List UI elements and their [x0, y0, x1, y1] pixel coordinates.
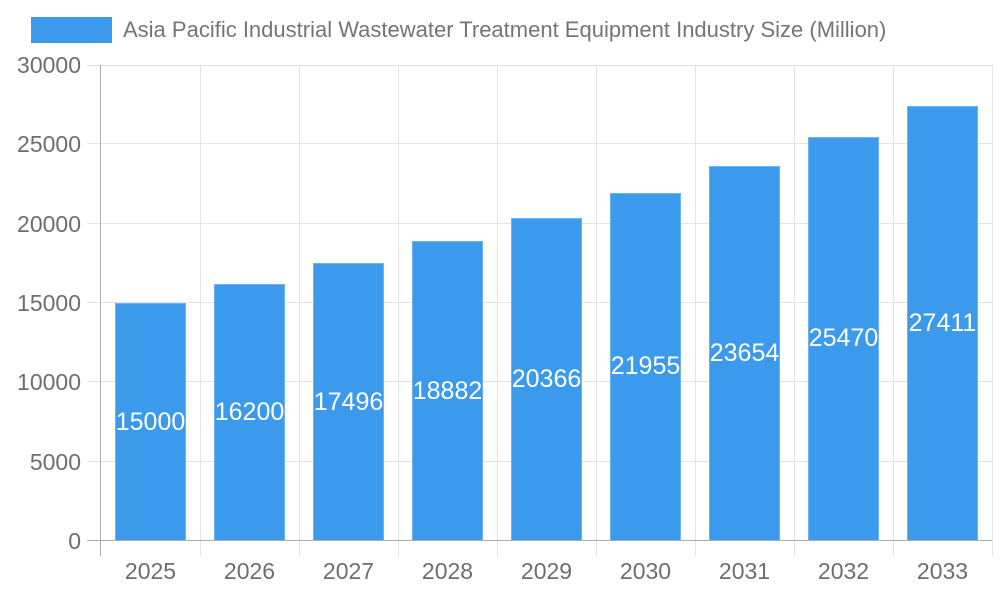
bar-2025[interactable]: 15000 — [115, 303, 186, 541]
bar-value-label: 15000 — [115, 407, 186, 436]
y-axis-tick — [87, 143, 101, 145]
h-gridline — [101, 143, 992, 145]
h-gridline — [101, 65, 992, 66]
x-axis-line — [101, 540, 992, 541]
y-axis-tick-label: 30000 — [17, 52, 81, 78]
v-gridline — [695, 65, 696, 541]
bar-value-label: 25470 — [808, 324, 879, 353]
y-axis-tick-label: 0 — [68, 528, 81, 554]
x-axis-tick — [200, 541, 201, 556]
bar-value-label: 17496 — [313, 387, 384, 416]
v-gridline — [398, 65, 399, 541]
v-gridline — [794, 65, 795, 541]
y-axis-tick-label: 15000 — [17, 290, 81, 316]
bar-value-label: 23654 — [709, 338, 780, 367]
chart-legend: Asia Pacific Industrial Wastewater Treat… — [31, 17, 886, 43]
y-axis-tick — [87, 65, 101, 66]
x-axis-tick — [992, 541, 993, 556]
y-axis-tick — [87, 540, 101, 541]
x-axis-tick-label: 2030 — [619, 558, 672, 584]
x-axis-tick-label: 2031 — [718, 558, 771, 584]
x-axis-tick-label: 2029 — [520, 558, 573, 584]
y-axis-tick — [87, 222, 101, 224]
v-gridline — [992, 65, 993, 541]
bar-2031[interactable]: 23654 — [709, 165, 780, 541]
bar-2033[interactable]: 27411 — [907, 106, 978, 541]
x-axis-tick-label: 2032 — [817, 558, 870, 584]
x-axis-tick-label: 2026 — [223, 558, 276, 584]
v-gridline — [497, 65, 498, 541]
bar-value-label: 27411 — [908, 309, 977, 338]
bar-2028[interactable]: 18882 — [412, 241, 483, 541]
y-axis-line — [100, 65, 101, 541]
x-axis-tick — [497, 541, 498, 556]
x-axis-tick — [794, 541, 795, 556]
v-gridline — [200, 65, 201, 541]
y-axis-tick — [87, 460, 101, 462]
v-gridline — [893, 65, 894, 541]
bar-2027[interactable]: 17496 — [313, 263, 384, 541]
x-axis-tick-label: 2028 — [421, 558, 474, 584]
bar-2032[interactable]: 25470 — [808, 136, 879, 541]
bar-2029[interactable]: 20366 — [511, 217, 582, 541]
y-axis-tick-label: 25000 — [17, 131, 81, 158]
bar-2026[interactable]: 16200 — [214, 283, 285, 541]
x-axis-tick-label: 2025 — [124, 558, 177, 584]
chart-title: Asia Pacific Industrial Wastewater Treat… — [123, 17, 887, 42]
plot-area: 15000 16200 17496 18882 20366 21955 23654 25470… — [87, 65, 993, 556]
x-axis-tick — [695, 541, 696, 556]
v-gridline — [299, 65, 300, 541]
bar-value-label: 16200 — [214, 397, 285, 426]
y-axis-tick-label: 10000 — [17, 369, 81, 396]
x-axis-tick-label: 2033 — [916, 558, 969, 584]
x-axis-tick — [100, 541, 101, 556]
y-axis-tick — [87, 302, 101, 303]
x-axis-tick — [299, 541, 300, 556]
bar-value-label: 20366 — [511, 364, 582, 393]
x-axis-tick — [893, 541, 894, 556]
x-axis-tick-label: 2027 — [322, 558, 375, 584]
y-axis-tick-label: 5000 — [29, 448, 81, 475]
bar-value-label: 18882 — [412, 376, 483, 405]
x-axis-tick — [596, 541, 597, 556]
y-axis-tick — [87, 381, 101, 383]
v-gridline — [596, 65, 597, 541]
legend-swatch — [31, 17, 112, 43]
bar-value-label: 21955 — [610, 352, 681, 381]
x-axis-tick — [398, 541, 399, 556]
y-axis-tick-label: 20000 — [17, 210, 81, 237]
bar-2030[interactable]: 21955 — [610, 192, 681, 541]
